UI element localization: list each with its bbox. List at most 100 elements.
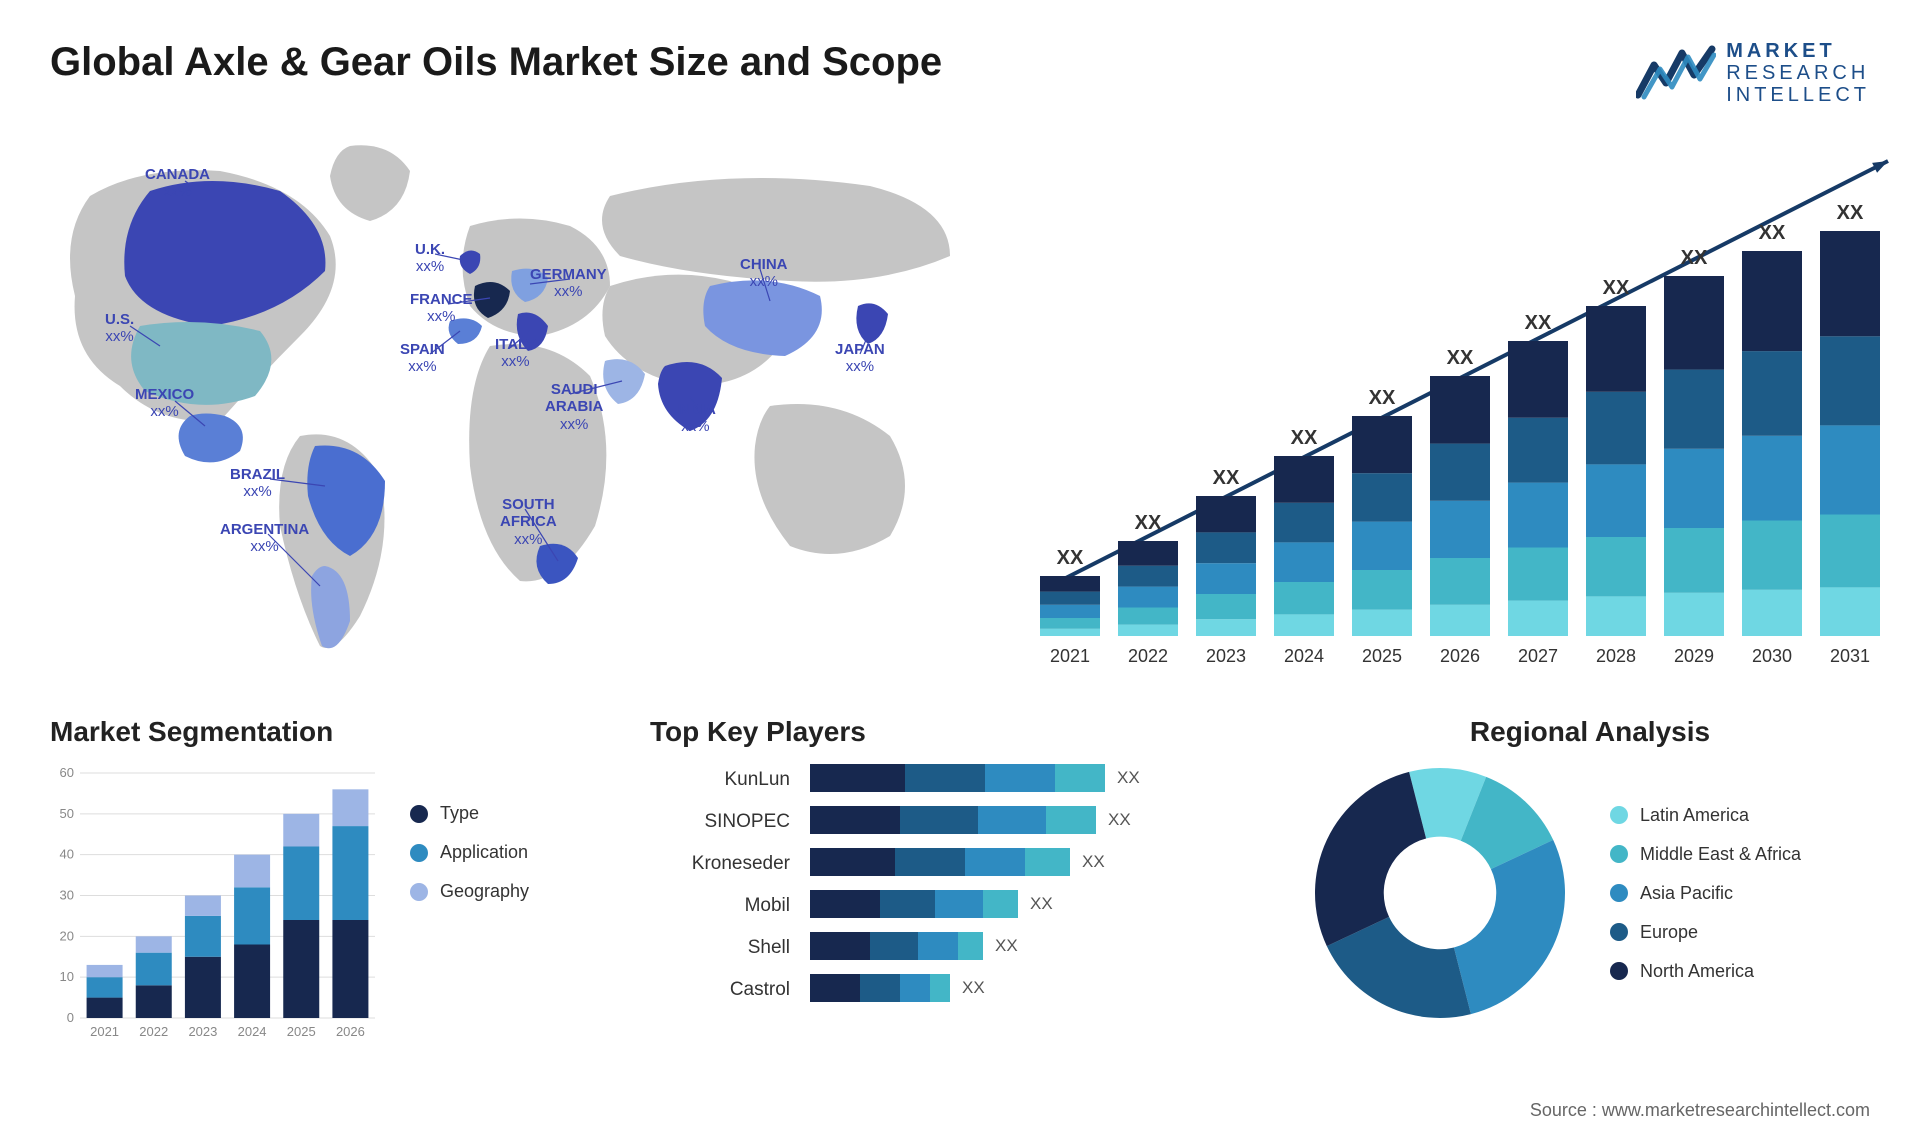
svg-text:2021: 2021 bbox=[1050, 646, 1090, 666]
player-bar-segment bbox=[810, 974, 860, 1002]
svg-text:2024: 2024 bbox=[1284, 646, 1324, 666]
player-label: Shell bbox=[650, 933, 790, 963]
player-bar-row: XX bbox=[810, 973, 1270, 1003]
svg-text:2028: 2028 bbox=[1596, 646, 1636, 666]
player-bar-segment bbox=[810, 848, 895, 876]
player-bar-segment bbox=[978, 806, 1046, 834]
player-bar-row: XX bbox=[810, 889, 1270, 919]
player-bar-row: XX bbox=[810, 847, 1270, 877]
player-bar-segment bbox=[958, 932, 983, 960]
legend-item: Latin America bbox=[1610, 805, 1801, 826]
svg-text:2021: 2021 bbox=[90, 1024, 119, 1039]
svg-text:2029: 2029 bbox=[1674, 646, 1714, 666]
key-players-bars: XXXXXXXXXXXX bbox=[810, 763, 1270, 1005]
map-country-label: GERMANYxx% bbox=[530, 266, 607, 301]
svg-text:XX: XX bbox=[1525, 312, 1552, 334]
player-bar-segment bbox=[810, 764, 905, 792]
player-bar-segment bbox=[1025, 848, 1070, 876]
svg-text:2025: 2025 bbox=[287, 1024, 316, 1039]
map-country-label: MEXICOxx% bbox=[135, 386, 194, 421]
player-bar-segment bbox=[895, 848, 965, 876]
svg-text:2024: 2024 bbox=[238, 1024, 267, 1039]
legend-label: North America bbox=[1640, 961, 1754, 982]
svg-text:2023: 2023 bbox=[188, 1024, 217, 1039]
legend-dot-icon bbox=[410, 883, 428, 901]
regional-donut-chart bbox=[1310, 763, 1570, 1023]
player-bar-segment bbox=[880, 890, 935, 918]
map-country-label: SAUDIARABIAxx% bbox=[545, 381, 603, 433]
regional-panel: Regional Analysis Latin America Middle Ea… bbox=[1310, 716, 1870, 1043]
player-bar-segment bbox=[905, 764, 985, 792]
svg-text:30: 30 bbox=[60, 888, 74, 903]
player-bar-segment bbox=[810, 932, 870, 960]
legend-item: Geography bbox=[410, 881, 529, 902]
player-bar-value: XX bbox=[1108, 810, 1131, 830]
player-bar-value: XX bbox=[995, 936, 1018, 956]
player-bar-segment bbox=[935, 890, 983, 918]
legend-dot-icon bbox=[410, 844, 428, 862]
svg-text:2026: 2026 bbox=[1440, 646, 1480, 666]
map-country-label: ARGENTINAxx% bbox=[220, 521, 309, 556]
segmentation-bar-chart: 0102030405060202120222023202420252026 bbox=[50, 763, 380, 1043]
player-bar-segment bbox=[983, 890, 1018, 918]
player-bar-segment bbox=[870, 932, 918, 960]
segmentation-legend: TypeApplicationGeography bbox=[410, 763, 529, 1043]
svg-text:2025: 2025 bbox=[1362, 646, 1402, 666]
player-bar-segment bbox=[900, 974, 930, 1002]
svg-text:60: 60 bbox=[60, 765, 74, 780]
legend-dot-icon bbox=[1610, 884, 1628, 902]
regional-legend: Latin America Middle East & Africa Asia Pa… bbox=[1610, 805, 1801, 982]
player-label: KunLun bbox=[650, 765, 790, 795]
svg-text:2030: 2030 bbox=[1752, 646, 1792, 666]
svg-text:XX: XX bbox=[1603, 277, 1630, 299]
svg-text:XX: XX bbox=[1135, 512, 1162, 534]
player-bar-segment bbox=[1046, 806, 1096, 834]
regional-title: Regional Analysis bbox=[1310, 716, 1870, 748]
svg-text:50: 50 bbox=[60, 806, 74, 821]
player-bar-segment bbox=[1055, 764, 1105, 792]
source-text: Source : www.marketresearchintellect.com bbox=[1530, 1100, 1870, 1121]
player-label: Mobil bbox=[650, 891, 790, 921]
svg-text:2023: 2023 bbox=[1206, 646, 1246, 666]
svg-text:XX: XX bbox=[1291, 427, 1318, 449]
key-players-title: Top Key Players bbox=[650, 716, 1270, 748]
player-bar-segment bbox=[810, 890, 880, 918]
svg-text:2027: 2027 bbox=[1518, 646, 1558, 666]
player-bar-value: XX bbox=[1082, 852, 1105, 872]
legend-dot-icon bbox=[1610, 923, 1628, 941]
player-bar-segment bbox=[930, 974, 950, 1002]
key-players-labels: KunLunSINOPECKronesederMobilShellCastrol bbox=[650, 763, 790, 1005]
page-title: Global Axle & Gear Oils Market Size and … bbox=[50, 40, 942, 85]
legend-label: Latin America bbox=[1640, 805, 1749, 826]
legend-label: Asia Pacific bbox=[1640, 883, 1733, 904]
legend-dot-icon bbox=[1610, 845, 1628, 863]
player-bar-value: XX bbox=[962, 978, 985, 998]
legend-label: Geography bbox=[440, 881, 529, 902]
map-country-label: ITALYxx% bbox=[495, 336, 536, 371]
map-country-label: CANADAxx% bbox=[145, 166, 210, 201]
logo-mark-icon bbox=[1636, 45, 1716, 101]
legend-item: Middle East & Africa bbox=[1610, 844, 1801, 865]
map-country-label: SPAINxx% bbox=[400, 341, 445, 376]
svg-text:2031: 2031 bbox=[1830, 646, 1870, 666]
svg-text:10: 10 bbox=[60, 969, 74, 984]
growth-bar-chart: XX2021XX2022XX2023XX2024XX2025XX2026XX20… bbox=[1020, 126, 1890, 686]
player-bar-segment bbox=[918, 932, 958, 960]
map-country-label: JAPANxx% bbox=[835, 341, 885, 376]
player-bar-row: XX bbox=[810, 931, 1270, 961]
svg-text:0: 0 bbox=[67, 1010, 74, 1025]
svg-text:XX: XX bbox=[1837, 202, 1864, 224]
legend-dot-icon bbox=[1610, 962, 1628, 980]
svg-text:XX: XX bbox=[1447, 347, 1474, 369]
svg-text:2022: 2022 bbox=[1128, 646, 1168, 666]
player-bar-segment bbox=[985, 764, 1055, 792]
segmentation-title: Market Segmentation bbox=[50, 716, 610, 748]
map-country-label: FRANCExx% bbox=[410, 291, 473, 326]
svg-text:20: 20 bbox=[60, 928, 74, 943]
legend-label: Application bbox=[440, 842, 528, 863]
legend-dot-icon bbox=[410, 805, 428, 823]
brand-logo: MARKET RESEARCH INTELLECT bbox=[1636, 40, 1870, 106]
key-players-panel: Top Key Players KunLunSINOPECKronesederM… bbox=[650, 716, 1270, 1043]
player-label: SINOPEC bbox=[650, 807, 790, 837]
map-country-label: SOUTHAFRICAxx% bbox=[500, 496, 557, 548]
